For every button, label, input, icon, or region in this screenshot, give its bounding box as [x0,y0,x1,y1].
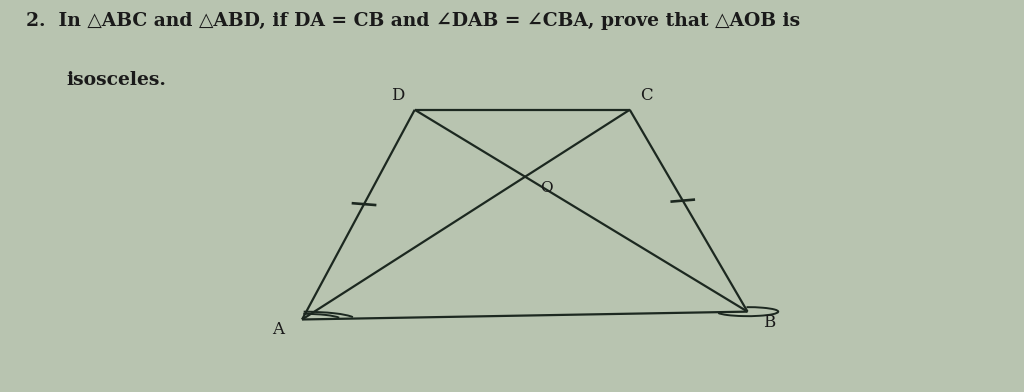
Text: B: B [763,314,775,330]
Text: C: C [640,87,652,104]
Text: O: O [541,181,553,195]
Text: A: A [271,321,284,338]
Text: isosceles.: isosceles. [67,71,167,89]
Text: D: D [391,87,404,104]
Text: 2.  In △ABC and △ABD, if DA = CB and ∠DAB = ∠CBA, prove that △AOB is: 2. In △ABC and △ABD, if DA = CB and ∠DAB… [26,12,800,30]
